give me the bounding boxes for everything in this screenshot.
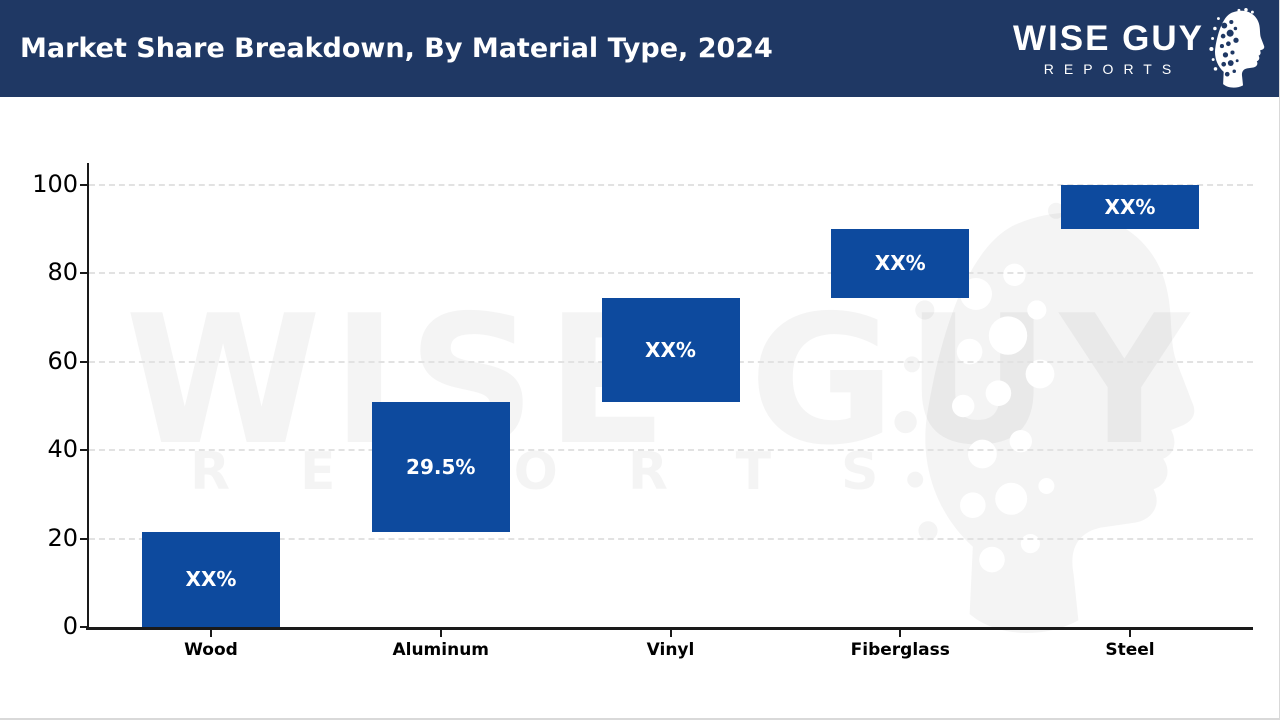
x-axis-label-steel: Steel	[1105, 640, 1155, 660]
gridline-20	[89, 537, 1253, 540]
bar-value-label: XX%	[645, 337, 696, 362]
logo-text: WISE GUY REPORTS	[1013, 20, 1204, 78]
wiseguy-head-icon	[1206, 8, 1266, 90]
x-axis-label-vinyl: Vinyl	[646, 640, 695, 660]
x-axis-label-aluminum: Aluminum	[392, 640, 490, 660]
x-tick	[669, 629, 672, 637]
gridline-80	[89, 272, 1253, 275]
y-tick-label: 0	[62, 612, 78, 640]
x-tick	[439, 629, 442, 637]
y-tick-label: 100	[32, 170, 78, 198]
bar-value-label: XX%	[185, 567, 237, 592]
y-tick	[80, 272, 88, 275]
gridline-100	[89, 184, 1253, 186]
y-tick-label: 40	[47, 435, 78, 464]
x-axis-label-fiberglass: Fiberglass	[850, 640, 950, 660]
y-tick	[80, 184, 88, 186]
bar-vinyl: XX%	[601, 297, 740, 402]
y-tick	[80, 537, 88, 540]
y-tick	[80, 626, 88, 628]
x-tick	[210, 629, 212, 637]
x-axis-spine	[86, 627, 1253, 630]
wiseguy-logo: WISE GUY REPORTS	[1013, 8, 1266, 90]
y-tick	[80, 360, 88, 363]
logo-name: WISE GUY	[1012, 19, 1204, 58]
y-tick-label: 20	[47, 523, 78, 552]
y-tick-label: 60	[47, 346, 78, 375]
x-axis-label-wood: Wood	[184, 640, 238, 660]
y-tick-label: 80	[47, 258, 78, 287]
gridline-40	[89, 449, 1253, 452]
y-axis-spine	[87, 163, 89, 629]
bar-value-label: XX%	[1104, 195, 1156, 220]
x-tick	[899, 629, 902, 637]
page-title: Market Share Breakdown, By Material Type…	[20, 33, 773, 64]
header-bar: Market Share Breakdown, By Material Type…	[0, 0, 1279, 97]
bar-value-label: 29.5%	[406, 454, 476, 479]
bar-fiberglass: XX%	[831, 229, 970, 298]
bar-steel: XX%	[1061, 185, 1199, 230]
bar-value-label: XX%	[874, 251, 926, 276]
bar-aluminum: 29.5%	[371, 401, 510, 532]
bar-wood: XX%	[142, 531, 280, 627]
y-tick	[80, 449, 88, 452]
logo-tagline: REPORTS	[1043, 61, 1182, 77]
x-tick	[1129, 629, 1131, 637]
